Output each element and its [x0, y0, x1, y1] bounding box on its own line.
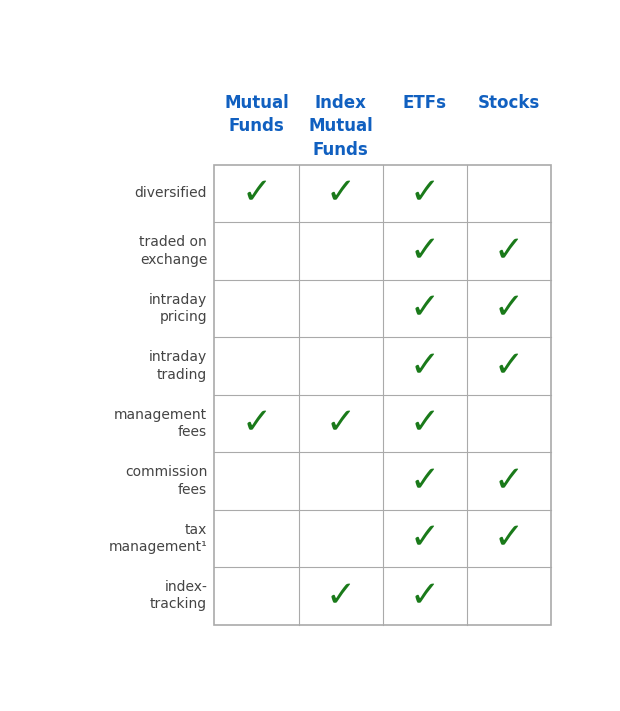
- Text: ✓: ✓: [241, 176, 272, 210]
- Text: ✓: ✓: [494, 234, 524, 268]
- Text: ✓: ✓: [410, 176, 440, 210]
- Text: ✓: ✓: [326, 176, 356, 210]
- Text: management
fees: management fees: [114, 407, 207, 439]
- Bar: [215, 567, 551, 624]
- Text: ✓: ✓: [410, 234, 440, 268]
- Text: diversified: diversified: [135, 186, 207, 201]
- Text: ✓: ✓: [410, 349, 440, 383]
- Bar: [215, 165, 551, 223]
- Text: tax
management¹: tax management¹: [108, 523, 207, 554]
- Text: commission
fees: commission fees: [125, 465, 207, 496]
- Text: Index
Mutual
Funds: Index Mutual Funds: [308, 94, 373, 159]
- Text: intraday
trading: intraday trading: [149, 351, 207, 382]
- Bar: [215, 337, 551, 395]
- Text: intraday
pricing: intraday pricing: [149, 293, 207, 324]
- Text: ✓: ✓: [410, 579, 440, 613]
- Text: ✓: ✓: [326, 579, 356, 613]
- Text: Mutual
Funds: Mutual Funds: [224, 94, 289, 135]
- Text: ETFs: ETFs: [402, 94, 446, 112]
- Text: ✓: ✓: [410, 521, 440, 555]
- Bar: [215, 223, 551, 279]
- Text: ✓: ✓: [241, 407, 272, 440]
- Text: ✓: ✓: [326, 407, 356, 440]
- Text: ✓: ✓: [410, 407, 440, 440]
- Text: ✓: ✓: [494, 464, 524, 498]
- Bar: [215, 510, 551, 567]
- Bar: [215, 279, 551, 337]
- Text: ✓: ✓: [410, 464, 440, 498]
- Bar: [215, 452, 551, 510]
- Text: ✓: ✓: [410, 292, 440, 326]
- Text: Stocks: Stocks: [477, 94, 540, 112]
- Text: ✓: ✓: [494, 521, 524, 555]
- Text: traded on
exchange: traded on exchange: [140, 235, 207, 267]
- Text: ✓: ✓: [494, 349, 524, 383]
- Text: ✓: ✓: [494, 292, 524, 326]
- Text: index-
tracking: index- tracking: [150, 580, 207, 611]
- Bar: [215, 395, 551, 452]
- Bar: [215, 165, 551, 624]
